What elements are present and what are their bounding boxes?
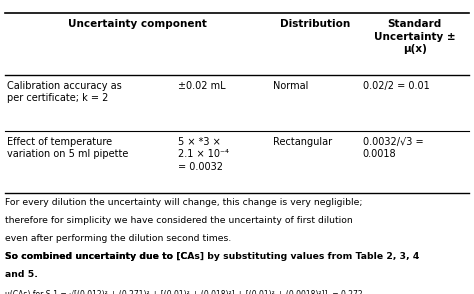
Text: Distribution: Distribution (280, 19, 350, 29)
Text: 0.02/2 = 0.01: 0.02/2 = 0.01 (363, 81, 429, 91)
Text: Standard
Uncertainty ±
μ(x): Standard Uncertainty ± μ(x) (374, 19, 456, 54)
Text: So combined uncertainty due to [CAs] by substituting values from Table 2, 3, 4: So combined uncertainty due to [CAs] by … (5, 252, 419, 261)
Text: 0.0032/√3 =
0.0018: 0.0032/√3 = 0.0018 (363, 137, 423, 159)
Text: Uncertainty component: Uncertainty component (68, 19, 207, 29)
Text: Calibration accuracy as
per certificate; k = 2: Calibration accuracy as per certificate;… (7, 81, 122, 103)
Text: u(CAs) for S-1 = √[(0.012)² + (0.271)² + [(0.01)² + (0.018)²] + [(0.01)² + (0.00: u(CAs) for S-1 = √[(0.012)² + (0.271)² +… (5, 290, 362, 294)
Text: even after performing the dilution second times.: even after performing the dilution secon… (5, 234, 231, 243)
Text: 5 × *3 ×
2.1 × 10⁻⁴
= 0.0032: 5 × *3 × 2.1 × 10⁻⁴ = 0.0032 (178, 137, 229, 171)
Text: ±0.02 mL: ±0.02 mL (178, 81, 225, 91)
Text: For every dilution the uncertainty will change, this change is very negligible;: For every dilution the uncertainty will … (5, 198, 362, 207)
Text: So combined uncertainty due to [C: So combined uncertainty due to [C (5, 252, 187, 261)
Text: and 5.: and 5. (5, 270, 37, 280)
Text: Normal: Normal (273, 81, 308, 91)
Text: Effect of temperature
variation on 5 ml pipette: Effect of temperature variation on 5 ml … (7, 137, 128, 159)
Text: Rectangular: Rectangular (273, 137, 332, 147)
Text: therefore for simplicity we have considered the uncertainty of first dilution: therefore for simplicity we have conside… (5, 216, 353, 225)
